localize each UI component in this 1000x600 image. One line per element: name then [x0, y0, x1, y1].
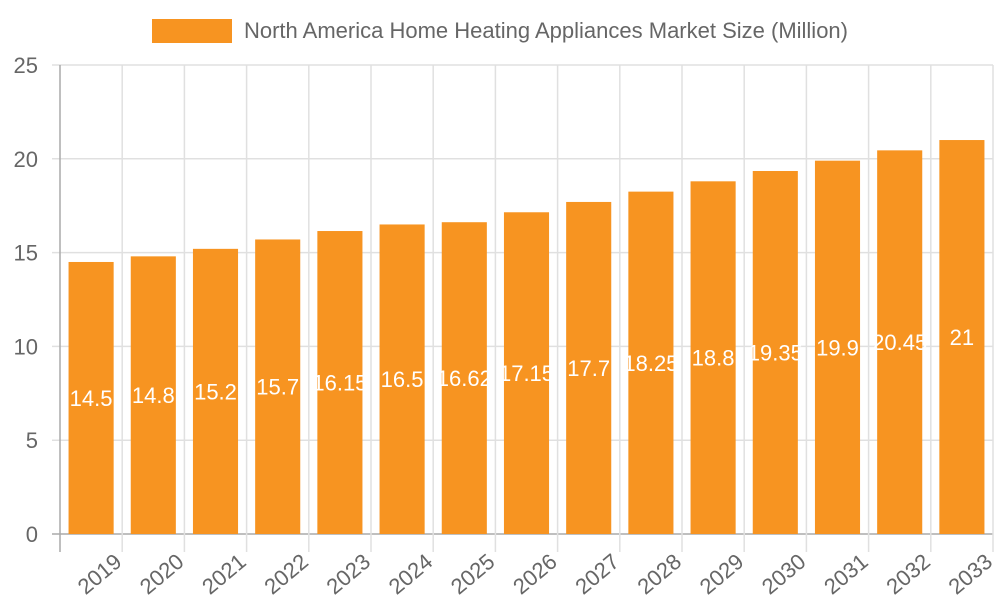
data-label: 21 [950, 325, 974, 350]
data-label: 17.7 [567, 356, 610, 381]
x-tick-label: 2033 [944, 549, 998, 600]
bar-2031[interactable] [814, 160, 861, 534]
bar-2022[interactable] [255, 239, 301, 534]
data-label: 16.15 [312, 371, 367, 396]
data-label: 19.35 [748, 340, 803, 365]
data-label: 18.25 [623, 351, 678, 376]
bar-2024[interactable] [379, 224, 425, 534]
bar-2027[interactable] [566, 201, 612, 534]
data-label: 14.5 [70, 386, 113, 411]
data-label: 20.45 [872, 330, 927, 355]
y-tick-label: 5 [26, 428, 38, 453]
bar-2019[interactable] [68, 261, 114, 534]
chart-legend: North America Home Heating Appliances Ma… [0, 18, 1000, 44]
data-label: 18.8 [692, 346, 735, 371]
legend-label: North America Home Heating Appliances Ma… [243, 18, 848, 43]
data-label: 17.15 [499, 361, 554, 386]
bar-2023[interactable] [317, 231, 363, 534]
bar-2030[interactable] [752, 170, 798, 534]
gridlines [52, 64, 994, 552]
legend-swatch[interactable] [151, 19, 232, 43]
bar-2021[interactable] [192, 248, 239, 534]
x-tick-label: 2031 [819, 549, 873, 600]
data-label: 16.62 [437, 366, 492, 391]
x-tick-label: 2020 [135, 549, 189, 600]
x-tick-label: 2028 [633, 549, 687, 600]
x-tick-label: 2021 [197, 549, 251, 600]
x-tick-label: 2019 [73, 549, 127, 600]
y-tick-label: 25 [14, 53, 38, 78]
bar-2025[interactable] [441, 222, 487, 534]
data-label: 16.5 [381, 367, 424, 392]
data-label: 14.8 [132, 383, 175, 408]
data-label: 15.7 [256, 375, 299, 400]
y-tick-label: 15 [14, 241, 38, 266]
bar-2028[interactable] [628, 191, 674, 534]
x-tick-label: 2025 [446, 549, 500, 600]
x-tick-label: 2023 [322, 549, 376, 600]
bar-2020[interactable] [130, 256, 176, 534]
bar-2026[interactable] [503, 212, 550, 535]
data-labels: 14.5 14.8 15.2 15.7 16.15 16.5 16.62 17.15 17.7 1… [70, 325, 974, 411]
bars [68, 140, 985, 535]
x-tick-label: 2032 [881, 549, 935, 600]
data-label: 15.2 [194, 379, 237, 404]
y-tick-label: 10 [14, 334, 38, 359]
x-tick-label: 2026 [508, 549, 562, 600]
bar-2029[interactable] [690, 181, 736, 534]
y-tick-label: 0 [26, 522, 38, 547]
x-tick-label: 2022 [259, 549, 313, 600]
y-tick-label: 20 [14, 147, 38, 172]
x-tick-label: 2024 [384, 549, 438, 600]
x-tick-label: 2029 [695, 549, 749, 600]
x-tick-label: 2027 [570, 549, 624, 600]
bar-2033[interactable] [939, 140, 985, 535]
x-tick-label: 2030 [757, 549, 811, 600]
data-label: 19.9 [816, 335, 859, 360]
bar-2032[interactable] [877, 150, 923, 534]
